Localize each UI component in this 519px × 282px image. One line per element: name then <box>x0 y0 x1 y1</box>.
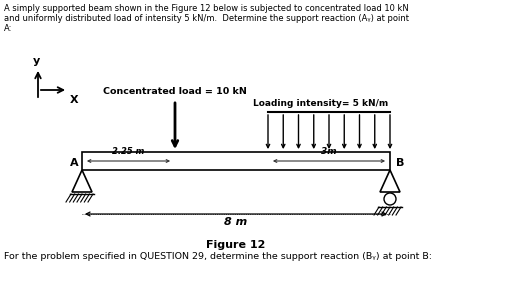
Text: A: A <box>70 158 78 168</box>
Text: Figure 12: Figure 12 <box>207 240 266 250</box>
Text: Loading intensity= 5 kN/m: Loading intensity= 5 kN/m <box>253 99 388 108</box>
Polygon shape <box>72 170 92 192</box>
Circle shape <box>384 193 396 205</box>
Polygon shape <box>380 170 400 192</box>
Text: and uniformly distributed load of intensity 5 kN/m.  Determine the support react: and uniformly distributed load of intens… <box>4 14 409 23</box>
Text: X: X <box>70 95 78 105</box>
Text: A simply supported beam shown in the Figure 12 below is subjected to concentrate: A simply supported beam shown in the Fig… <box>4 4 409 13</box>
Text: Concentrated load = 10 kN: Concentrated load = 10 kN <box>103 87 247 96</box>
Text: 3m: 3m <box>321 147 337 156</box>
Text: y: y <box>32 56 39 66</box>
Bar <box>82 152 390 170</box>
Text: B: B <box>396 158 404 168</box>
Text: A:: A: <box>4 24 12 33</box>
Text: 8 m: 8 m <box>224 217 248 227</box>
Text: For the problem specified in QUESTION 29, determine the support reaction (Bᵧ) at: For the problem specified in QUESTION 29… <box>4 252 432 261</box>
Text: 2.25 m: 2.25 m <box>112 147 145 156</box>
